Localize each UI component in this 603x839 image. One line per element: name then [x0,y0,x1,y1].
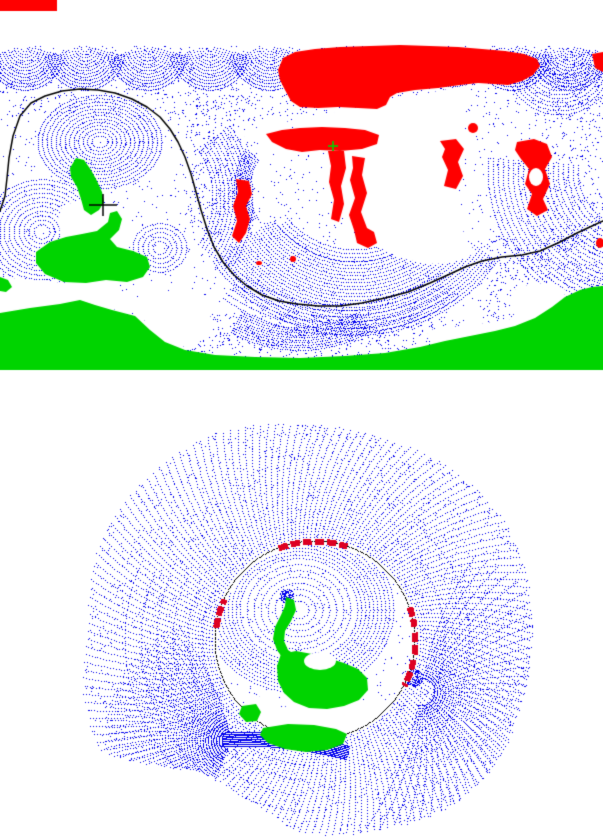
vector-field-figure-canvas [0,0,603,839]
figure [0,0,603,839]
